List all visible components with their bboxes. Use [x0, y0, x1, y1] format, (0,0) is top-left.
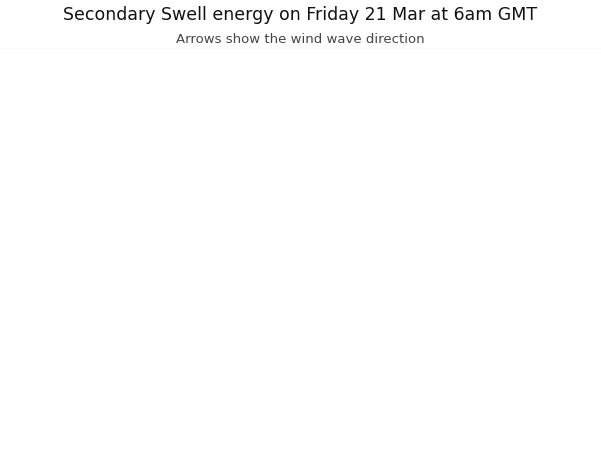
Text: cartopy not available: cartopy not available	[227, 249, 374, 263]
Text: Secondary Swell energy on Friday 21 Mar at 6am GMT: Secondary Swell energy on Friday 21 Mar …	[64, 6, 537, 24]
Text: Arrows show the wind wave direction: Arrows show the wind wave direction	[176, 33, 425, 46]
